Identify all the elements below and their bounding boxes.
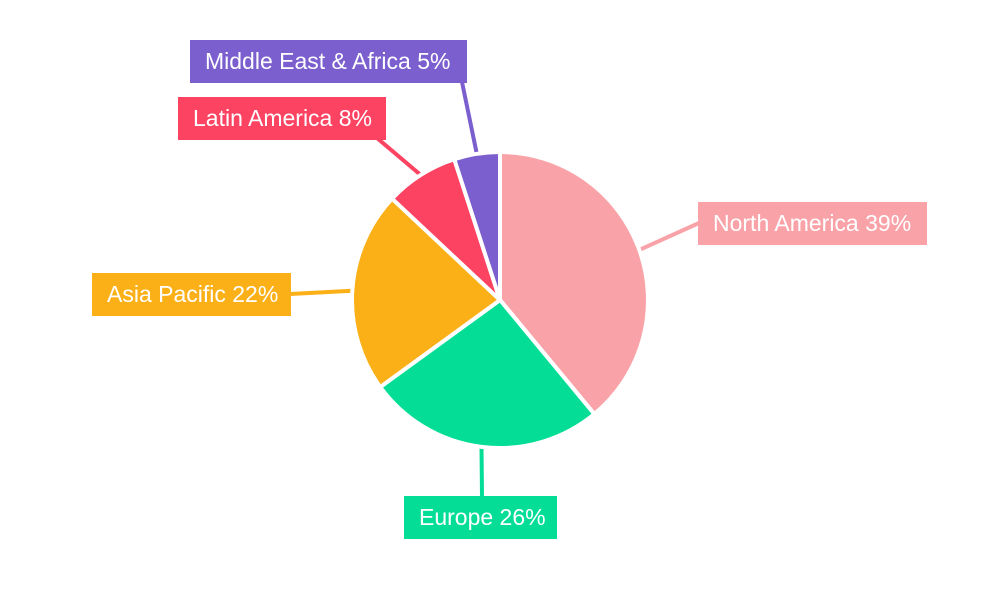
pie-slice-asia-pacific[interactable] <box>350 196 502 389</box>
leader-line-latin-america <box>375 136 422 177</box>
leader-line-asia-pacific <box>289 288 353 296</box>
pie-label-middle-east-africa[interactable]: Middle East & Africa 5% <box>190 40 467 83</box>
leader-line-north-america <box>638 221 700 252</box>
pie-slice-north-america[interactable] <box>498 150 651 417</box>
pie-slice-middle-east-africa[interactable] <box>452 150 502 302</box>
pie-label-latin-america[interactable]: Latin America 8% <box>178 97 386 140</box>
pie-label-asia-pacific[interactable]: Asia Pacific 22% <box>92 273 291 316</box>
leader-line-middle-east-africa <box>460 81 479 155</box>
pie-slice-europe[interactable] <box>378 298 597 450</box>
leader-line-europe <box>479 446 484 498</box>
pie-label-europe[interactable]: Europe 26% <box>404 496 557 539</box>
pie-label-north-america[interactable]: North America 39% <box>698 202 927 245</box>
